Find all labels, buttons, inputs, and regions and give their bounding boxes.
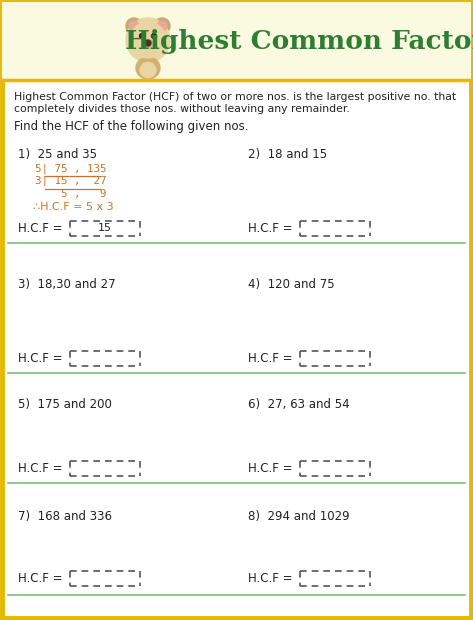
- Text: 8)  294 and 1029: 8) 294 and 1029: [248, 510, 350, 523]
- Text: H.C.F =: H.C.F =: [248, 461, 292, 474]
- Ellipse shape: [136, 57, 160, 79]
- Circle shape: [126, 18, 170, 62]
- Text: 3| 15 ,  27: 3| 15 , 27: [35, 176, 106, 187]
- Text: H.C.F =: H.C.F =: [18, 221, 62, 234]
- Text: H.C.F =: H.C.F =: [248, 572, 292, 585]
- Text: 5| 75 , 135: 5| 75 , 135: [35, 163, 106, 174]
- Circle shape: [140, 33, 144, 38]
- Text: 5 ,   9: 5 , 9: [35, 189, 106, 199]
- Text: 3)  18,30 and 27: 3) 18,30 and 27: [18, 278, 115, 291]
- Text: Highest Common Factor: Highest Common Factor: [125, 30, 473, 55]
- Circle shape: [154, 18, 170, 34]
- Text: H.C.F =: H.C.F =: [18, 572, 62, 585]
- Text: 4)  120 and 75: 4) 120 and 75: [248, 278, 334, 291]
- Text: 1)  25 and 35: 1) 25 and 35: [18, 148, 97, 161]
- Text: 7)  168 and 336: 7) 168 and 336: [18, 510, 112, 523]
- Circle shape: [126, 18, 142, 34]
- Ellipse shape: [140, 63, 156, 78]
- Text: H.C.F =: H.C.F =: [248, 221, 292, 234]
- Text: 5)  175 and 200: 5) 175 and 200: [18, 398, 112, 411]
- Text: Find the HCF of the following given nos.: Find the HCF of the following given nos.: [14, 120, 248, 133]
- Text: completely divides those nos. without leaving any remainder.: completely divides those nos. without le…: [14, 104, 350, 114]
- Ellipse shape: [142, 40, 154, 48]
- Text: 6)  27, 63 and 54: 6) 27, 63 and 54: [248, 398, 350, 411]
- Text: 2)  18 and 15: 2) 18 and 15: [248, 148, 327, 161]
- Text: Highest Common Factor (HCF) of two or more nos. is the largest positive no. that: Highest Common Factor (HCF) of two or mo…: [14, 92, 456, 102]
- Circle shape: [145, 40, 151, 46]
- Circle shape: [129, 21, 139, 31]
- Text: ∴H.C.F = 5 x 3: ∴H.C.F = 5 x 3: [33, 202, 114, 212]
- Text: 15: 15: [98, 223, 112, 233]
- Text: H.C.F =: H.C.F =: [18, 352, 62, 365]
- Circle shape: [157, 21, 167, 31]
- Text: H.C.F =: H.C.F =: [18, 461, 62, 474]
- Circle shape: [130, 22, 166, 58]
- Text: H.C.F =: H.C.F =: [248, 352, 292, 365]
- Bar: [2, 2, 471, 80]
- Circle shape: [151, 33, 157, 38]
